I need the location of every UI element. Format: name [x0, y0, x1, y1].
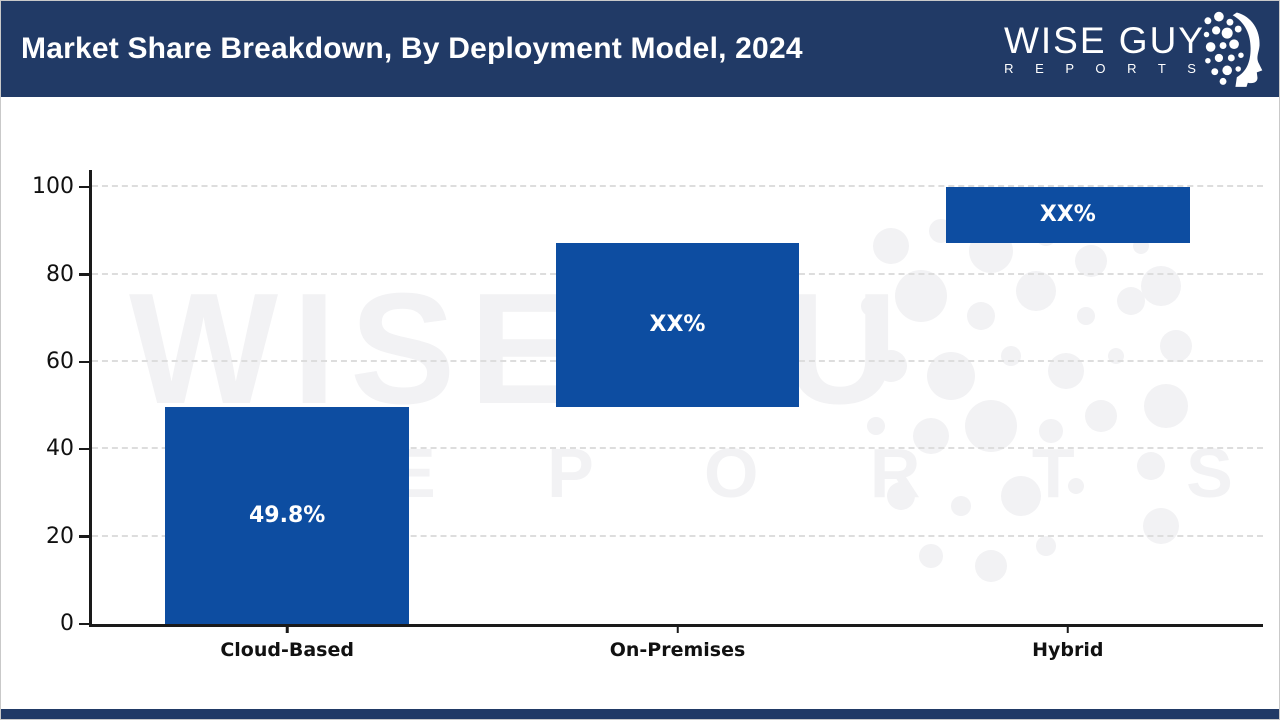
- bar-value-label: XX%: [1039, 202, 1096, 228]
- bar-on-premises: XX%: [555, 242, 800, 407]
- bar-hybrid: XX%: [946, 186, 1190, 243]
- x-category-label-2: Hybrid: [1032, 639, 1104, 661]
- y-tick-label-0: 0: [60, 611, 74, 636]
- x-category-label-0: Cloud-Based: [220, 639, 354, 661]
- footer-banner: [1, 709, 1279, 719]
- y-tick-label-60: 60: [46, 349, 74, 375]
- gridline-y-20: [92, 534, 1263, 537]
- y-tick-mark-60: [79, 360, 89, 364]
- page-title: Market Share Breakdown, By Deployment Mo…: [21, 32, 803, 65]
- bar-value-label: XX%: [649, 312, 706, 338]
- wiseguy-logo: WISE GUY R E P O R T S: [1004, 7, 1263, 91]
- wiseguy-logo-subtitle: R E P O R T S: [1004, 61, 1205, 76]
- wiseguy-face-icon: [1203, 11, 1263, 87]
- wiseguy-logo-text: WISE GUY R E P O R T S: [1004, 22, 1205, 76]
- gridline-y-100: [92, 185, 1263, 188]
- header-banner: Market Share Breakdown, By Deployment Mo…: [1, 1, 1279, 97]
- gridline-y-40: [92, 447, 1263, 450]
- y-tick-mark-100: [79, 185, 89, 189]
- y-tick-mark-0: [79, 622, 89, 625]
- y-tick-mark-20: [79, 535, 89, 538]
- chart-plot-area: 0 20 40 60 80 100 49.8% Cloud-Based XX% On-Premis…: [32, 170, 1263, 661]
- y-tick-mark-40: [79, 447, 89, 451]
- x-category-label-1: On-Premises: [609, 639, 746, 661]
- x-tick-mark-2: [1066, 624, 1070, 633]
- y-tick-label-100: 100: [32, 174, 74, 200]
- y-tick-label-20: 20: [46, 523, 74, 549]
- x-tick-mark-1: [676, 624, 679, 633]
- y-tick-label-40: 40: [46, 436, 74, 462]
- y-tick-mark-80: [79, 273, 89, 276]
- bar-value-label: 49.8%: [248, 502, 326, 528]
- bar-cloud-based: 49.8%: [165, 406, 409, 624]
- wiseguy-logo-wordmark: WISE GUY: [1003, 20, 1205, 61]
- y-tick-label-80: 80: [46, 261, 74, 287]
- x-tick-mark-0: [285, 624, 289, 633]
